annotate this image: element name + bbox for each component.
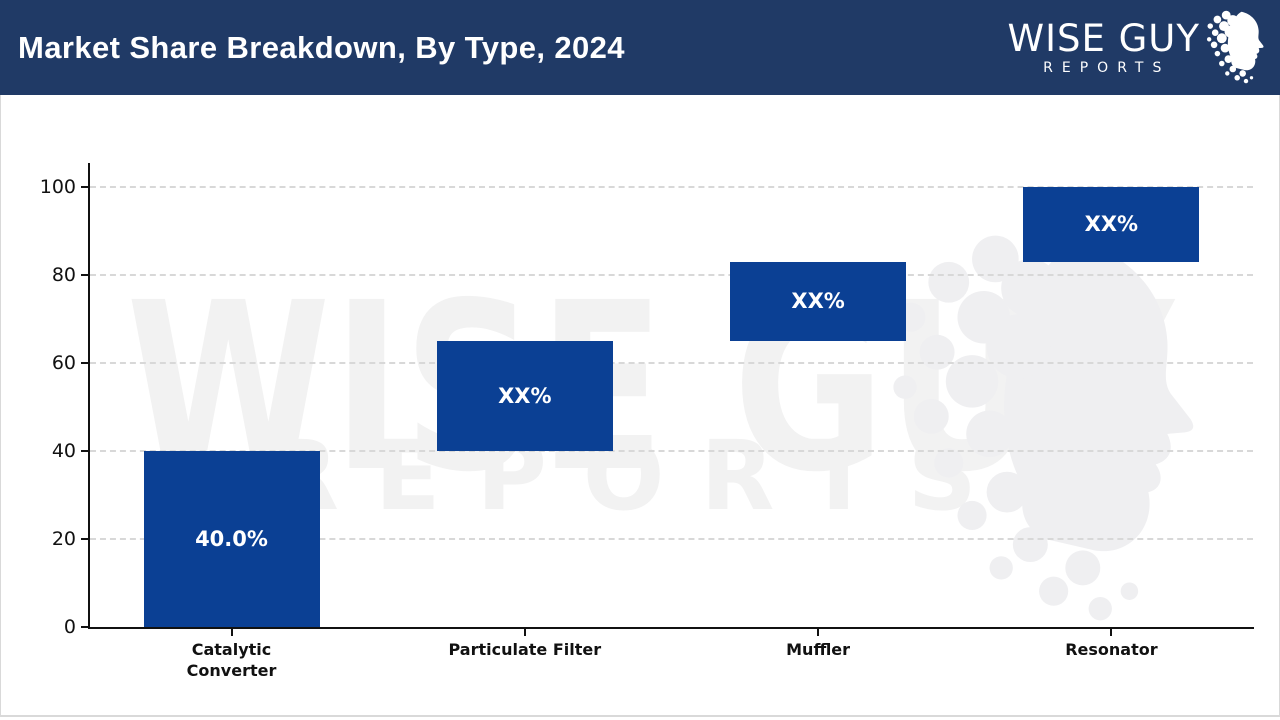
bar-value-label: XX% [498, 384, 552, 408]
bar-value-label: 40.0% [195, 527, 268, 551]
x-axis-label-line: Converter [186, 661, 277, 680]
x-axis-label: Muffler [698, 639, 938, 660]
bar-muffler [730, 261, 907, 341]
x-axis-label-line: Resonator [1065, 640, 1158, 659]
logo-subtext: REPORTS [1043, 59, 1171, 76]
x-axis-label: Particulate Filter [405, 639, 645, 660]
logo-text: WISE GUY REPORTS [1007, 16, 1200, 76]
bar-particulate-filter [436, 341, 613, 451]
x-tick-mark [523, 629, 526, 636]
wise-guy-logo: WISE GUY REPORTS [1008, 7, 1268, 87]
y-tick-mark [81, 626, 88, 628]
header-bar: Market Share Breakdown, By Type, 2024 WI… [0, 0, 1280, 95]
x-tick-mark [230, 629, 233, 636]
bar-catalytic-converter [143, 451, 320, 627]
logo-wordmark: WISE GUY [1007, 16, 1200, 60]
x-axis-label-line: Catalytic [191, 640, 272, 659]
bottom-divider [0, 715, 1280, 717]
wise-guy-head-icon [1202, 7, 1268, 87]
x-axis-label: Resonator [991, 639, 1231, 660]
bar-value-label: XX% [1084, 212, 1139, 237]
y-tick-mark [81, 186, 88, 188]
x-tick-mark [817, 629, 820, 636]
gridline [90, 538, 1253, 540]
y-tick-mark [81, 538, 88, 540]
y-tick-mark [81, 362, 88, 364]
x-axis-label: Catalytic Converter [112, 639, 352, 681]
y-tick-label: 40 [51, 440, 76, 462]
page-title: Market Share Breakdown, By Type, 2024 [18, 29, 625, 65]
bar-resonator [1023, 187, 1200, 262]
gridline [90, 186, 1253, 188]
y-axis-line [88, 163, 90, 629]
y-tick-label: 0 [63, 616, 76, 638]
x-tick-mark [1110, 629, 1113, 636]
y-tick-label: 100 [39, 176, 76, 198]
y-tick-label: 80 [51, 264, 76, 286]
bar-value-label: XX% [791, 289, 845, 314]
y-tick-label: 20 [51, 528, 76, 550]
y-tick-label: 60 [51, 352, 76, 374]
x-axis-line [88, 627, 1254, 629]
x-axis-label-line: Particulate Filter [448, 640, 602, 659]
gridline [90, 274, 1253, 276]
watermark-subtext: REPORTS [265, 420, 1013, 532]
x-axis-label-line: Muffler [786, 640, 851, 659]
left-edge-divider [0, 95, 1, 717]
gridline [90, 362, 1253, 364]
y-tick-mark [81, 274, 88, 276]
y-tick-mark [81, 450, 88, 452]
gridline [90, 450, 1253, 452]
